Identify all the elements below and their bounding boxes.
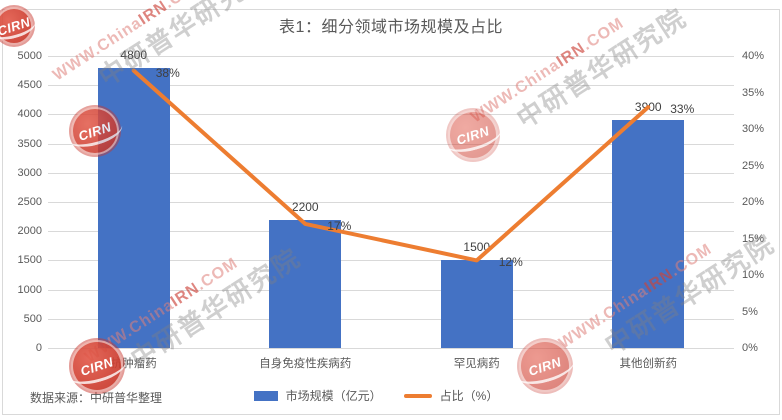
y-axis-tick-label: 1000 (17, 283, 42, 296)
gridline (48, 348, 734, 349)
secondary-axis-tick-label: 10% (742, 269, 765, 281)
bar-value-label: 1500 (463, 240, 491, 255)
x-axis-category-label: 罕见病药 (453, 358, 500, 370)
secondary-axis-tick-label: 15% (742, 232, 765, 245)
line-value-label: 33% (670, 102, 695, 117)
secondary-axis-tick-label: 25% (742, 159, 765, 172)
bar-value-label: 3900 (634, 100, 662, 115)
bar-market-size (612, 120, 685, 348)
y-axis-tick-label: 3000 (17, 166, 42, 179)
gridline (48, 289, 734, 291)
secondary-axis-tick-label: 40% (742, 50, 765, 62)
legend-bar-swatch (253, 390, 278, 401)
bar-market-size (97, 67, 170, 348)
chart-title: 表1：细分领域市场规模及占比 (279, 19, 503, 36)
y-axis-tick-label: 500 (23, 312, 42, 325)
secondary-axis-tick-label: 5% (742, 305, 758, 318)
y-axis-tick-label: 4500 (17, 79, 42, 92)
secondary-axis-tick-label: 0% (742, 342, 758, 354)
gridline (48, 56, 734, 57)
y-axis-tick-label: 2500 (17, 196, 42, 208)
line-value-label: 38% (155, 65, 180, 80)
legend-line-label: 占比（%） (439, 389, 499, 403)
source-note: 数据来源：中研普华整理 (30, 391, 163, 405)
bar-market-size (440, 260, 513, 348)
chart-border (2, 9, 780, 415)
y-axis-tick-label: 0 (35, 342, 42, 354)
secondary-axis-tick-label: 20% (742, 196, 765, 208)
line-value-label: 17% (327, 218, 352, 233)
legend-bar-label: 市场规模（亿元） (285, 389, 382, 403)
secondary-axis-tick-label: 35% (742, 86, 765, 99)
line-value-label: 12% (498, 255, 523, 270)
y-axis-tick-label: 3500 (17, 137, 42, 150)
y-axis-tick-label: 1500 (17, 254, 42, 267)
bar-value-label: 4800 (120, 47, 148, 62)
legend-line-swatch (403, 393, 432, 398)
bar-market-size (269, 219, 342, 348)
gridline (48, 318, 734, 320)
y-axis-tick-label: 4000 (17, 108, 42, 121)
x-axis-category-label: 抗肿瘤药 (110, 358, 157, 370)
x-axis-category-label: 自身免疫性疾病药 (259, 358, 352, 370)
legend: 市场规模（亿元） 占比（%） (0, 387, 752, 404)
y-axis-tick-label: 5000 (17, 50, 42, 62)
bar-value-label: 2200 (291, 199, 319, 214)
x-axis-category-label: 其他创新药 (619, 358, 678, 370)
secondary-axis-tick-label: 30% (742, 123, 765, 135)
y-axis-tick-label: 2000 (17, 225, 42, 238)
